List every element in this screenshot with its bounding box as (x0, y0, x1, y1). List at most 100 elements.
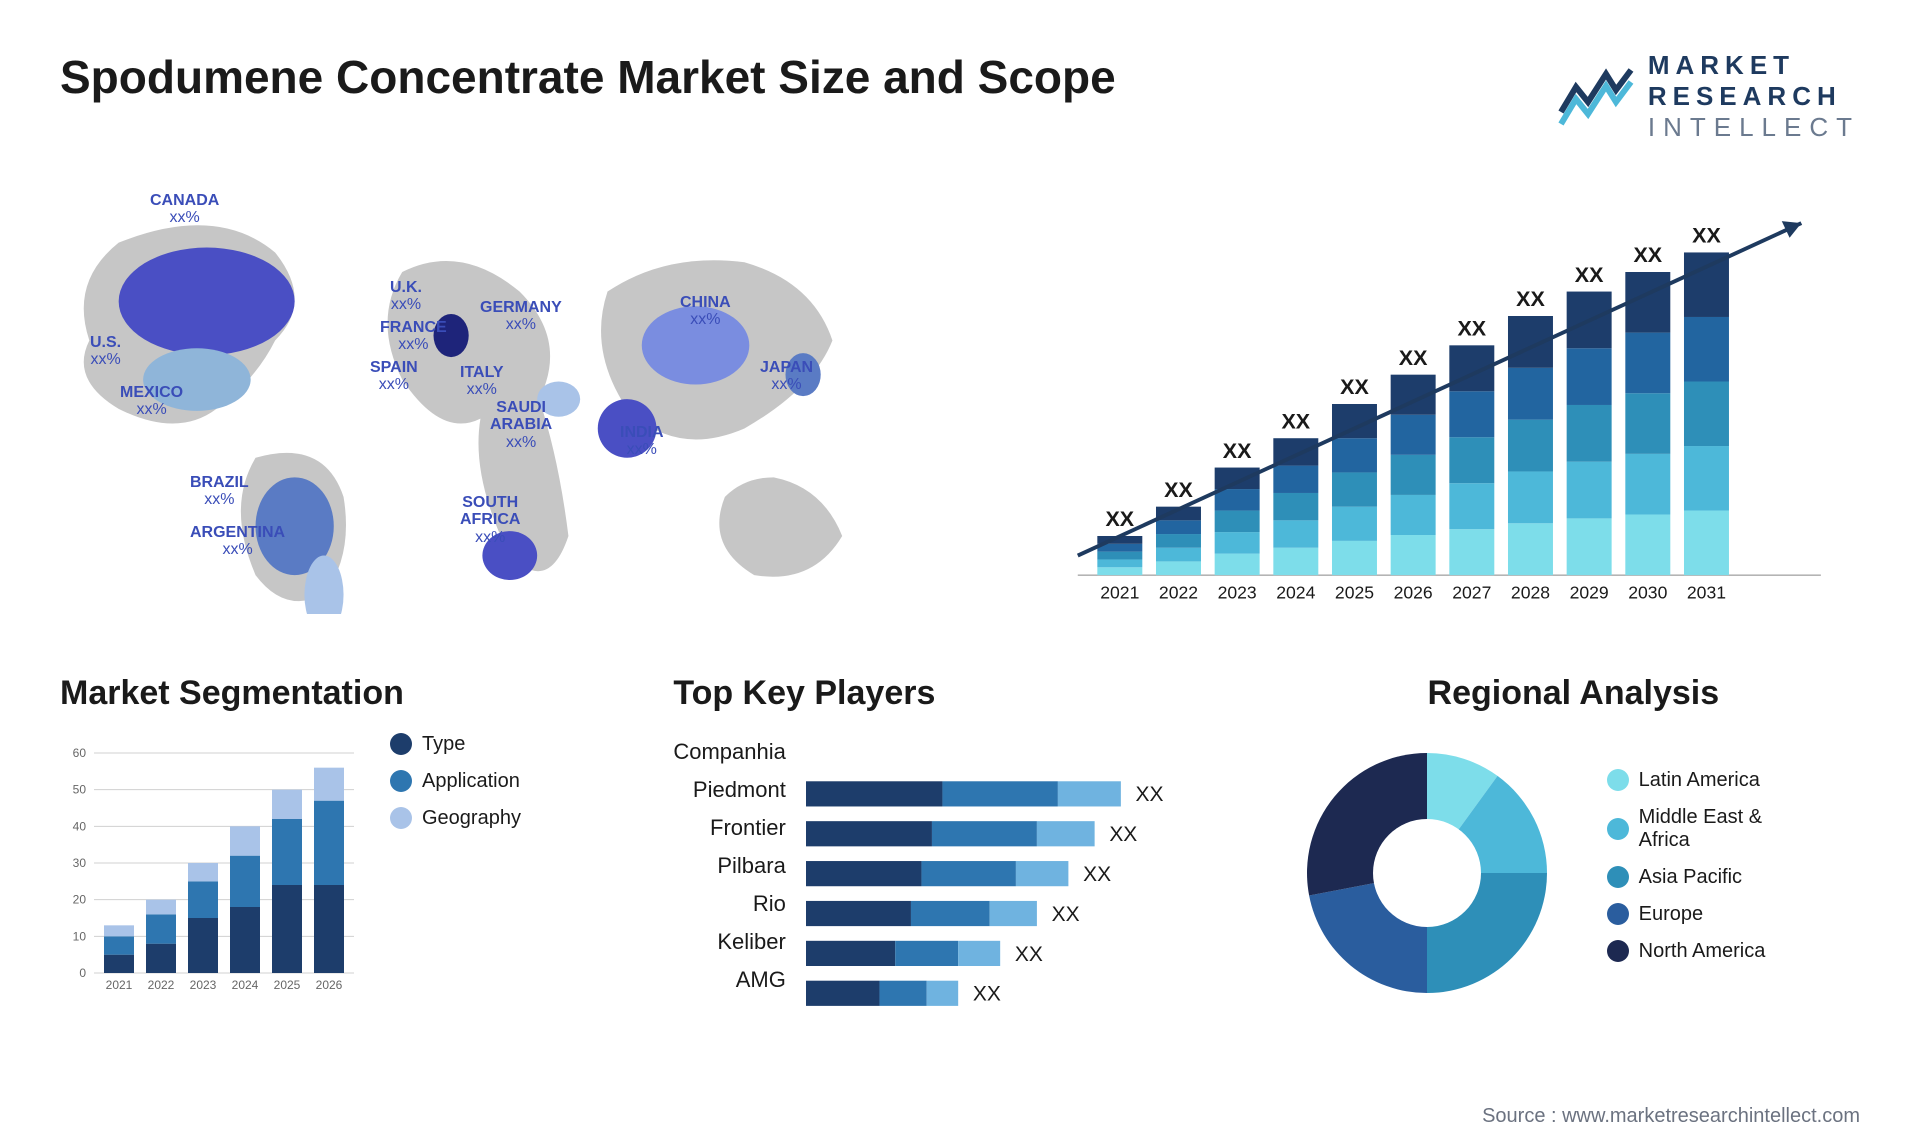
legend-swatch (1607, 940, 1629, 962)
map-label: MEXICOxx% (120, 384, 183, 419)
svg-text:2029: 2029 (1570, 582, 1609, 602)
map-label: CHINAxx% (680, 294, 731, 329)
svg-text:2024: 2024 (232, 978, 259, 992)
svg-text:XX: XX (1457, 316, 1486, 340)
brand-logo: MARKET RESEARCH INTELLECT (1556, 50, 1860, 144)
map-label: FRANCExx% (380, 319, 447, 354)
map-label: SOUTHAFRICAxx% (460, 494, 520, 547)
map-label: SAUDIARABIAxx% (490, 399, 552, 452)
svg-text:2021: 2021 (1100, 582, 1139, 602)
svg-text:2023: 2023 (190, 978, 217, 992)
svg-text:2028: 2028 (1511, 582, 1550, 602)
svg-text:30: 30 (73, 856, 87, 870)
player-label: Companhia (673, 733, 786, 771)
player-label: Pilbara (673, 847, 786, 885)
legend-label: Asia Pacific (1639, 866, 1742, 889)
svg-text:XX: XX (1015, 942, 1043, 965)
legend-label: Europe (1639, 903, 1704, 926)
players-labels: CompanhiaPiedmontFrontierPilbaraRioKelib… (673, 733, 786, 1032)
map-label: JAPANxx% (760, 359, 813, 394)
players-chart: XXXXXXXXXXXX (806, 733, 1247, 1032)
svg-text:XX: XX (1516, 287, 1545, 311)
regional-legend: Latin America Middle East &Africa Asia Pac… (1607, 769, 1766, 977)
player-label: AMG (673, 961, 786, 999)
svg-text:2022: 2022 (1159, 582, 1198, 602)
players-panel: Top Key Players CompanhiaPiedmontFrontie… (673, 674, 1246, 1032)
legend-swatch (1607, 903, 1629, 925)
map-label: U.K.xx% (390, 279, 422, 314)
legend-item: Asia Pacific (1607, 866, 1766, 889)
segmentation-legend: Type Application Geography (390, 733, 521, 844)
svg-text:XX: XX (1281, 409, 1310, 433)
svg-text:XX: XX (1135, 783, 1163, 806)
map-label: U.S.xx% (90, 334, 121, 369)
legend-item: Application (390, 770, 521, 793)
svg-text:10: 10 (73, 929, 87, 943)
map-label: SPAINxx% (370, 359, 418, 394)
svg-text:XX: XX (1051, 902, 1079, 925)
svg-text:20: 20 (73, 892, 87, 906)
svg-text:XX: XX (1340, 375, 1369, 399)
legend-swatch (1607, 866, 1629, 888)
svg-text:40: 40 (73, 819, 87, 833)
svg-text:2031: 2031 (1687, 582, 1726, 602)
legend-item: Geography (390, 807, 521, 830)
legend-item: Type (390, 733, 521, 756)
svg-text:XX: XX (1105, 507, 1134, 531)
player-label: Frontier (673, 809, 786, 847)
legend-label: Latin America (1639, 769, 1760, 792)
legend-swatch (390, 733, 412, 755)
segmentation-chart-svg: 0102030405060202120222023202420252026 (60, 733, 360, 993)
legend-item: Europe (1607, 903, 1766, 926)
logo-line1: MARKET (1648, 50, 1860, 81)
svg-text:XX: XX (973, 982, 1001, 1005)
segmentation-title: Market Segmentation (60, 674, 633, 713)
legend-item: Middle East &Africa (1607, 806, 1766, 852)
svg-text:2023: 2023 (1218, 582, 1257, 602)
logo-line3: INTELLECT (1648, 112, 1860, 143)
world-map-panel: CANADAxx% U.S.xx% MEXICOxx% BRAZILxx% ARGENT… (60, 184, 940, 624)
svg-text:2025: 2025 (274, 978, 301, 992)
svg-text:2026: 2026 (1394, 582, 1433, 602)
regional-donut (1287, 733, 1567, 1013)
legend-label: Application (422, 770, 520, 793)
player-label: Keliber (673, 923, 786, 961)
legend-swatch (1607, 818, 1629, 840)
regional-panel: Regional Analysis Latin America Middle Ea… (1287, 674, 1860, 1032)
logo-line2: RESEARCH (1648, 81, 1860, 112)
donut-svg (1287, 733, 1567, 1013)
svg-text:2025: 2025 (1335, 582, 1374, 602)
svg-text:2022: 2022 (148, 978, 175, 992)
legend-swatch (390, 807, 412, 829)
logo-icon (1556, 62, 1636, 132)
map-label: GERMANYxx% (480, 299, 562, 334)
map-label: INDIAxx% (620, 424, 664, 459)
segmentation-chart: 0102030405060202120222023202420252026 (60, 733, 360, 993)
svg-text:XX: XX (1399, 345, 1428, 369)
legend-swatch (1607, 769, 1629, 791)
svg-text:XX: XX (1164, 477, 1193, 501)
main-growth-chart: XX 2021 XX 2022 XX 2023 XX 2024 XX 2025 XX 2026 XX 20… (980, 184, 1860, 624)
map-label: BRAZILxx% (190, 474, 249, 509)
svg-text:2026: 2026 (316, 978, 343, 992)
regional-title: Regional Analysis (1287, 674, 1860, 713)
player-label: Piedmont (673, 771, 786, 809)
svg-text:2024: 2024 (1276, 582, 1315, 602)
svg-text:2027: 2027 (1452, 582, 1491, 602)
svg-text:60: 60 (73, 746, 87, 760)
legend-label: Geography (422, 807, 521, 830)
svg-text:XX: XX (1109, 823, 1137, 846)
map-label: CANADAxx% (150, 192, 219, 227)
legend-item: North America (1607, 940, 1766, 963)
legend-item: Latin America (1607, 769, 1766, 792)
svg-text:XX: XX (1575, 262, 1604, 286)
growth-chart-svg: XX 2021 XX 2022 XX 2023 XX 2024 XX 2025 XX 2026 XX 20… (980, 184, 1860, 614)
legend-label: Type (422, 733, 465, 756)
svg-text:XX: XX (1692, 223, 1721, 247)
map-label: ARGENTINAxx% (190, 524, 285, 559)
source-attribution: Source : www.marketresearchintellect.com (1482, 1105, 1860, 1128)
players-title: Top Key Players (673, 674, 1246, 713)
legend-label: Middle East &Africa (1639, 806, 1762, 852)
legend-swatch (390, 770, 412, 792)
players-chart-svg: XXXXXXXXXXXX (806, 733, 1247, 1027)
